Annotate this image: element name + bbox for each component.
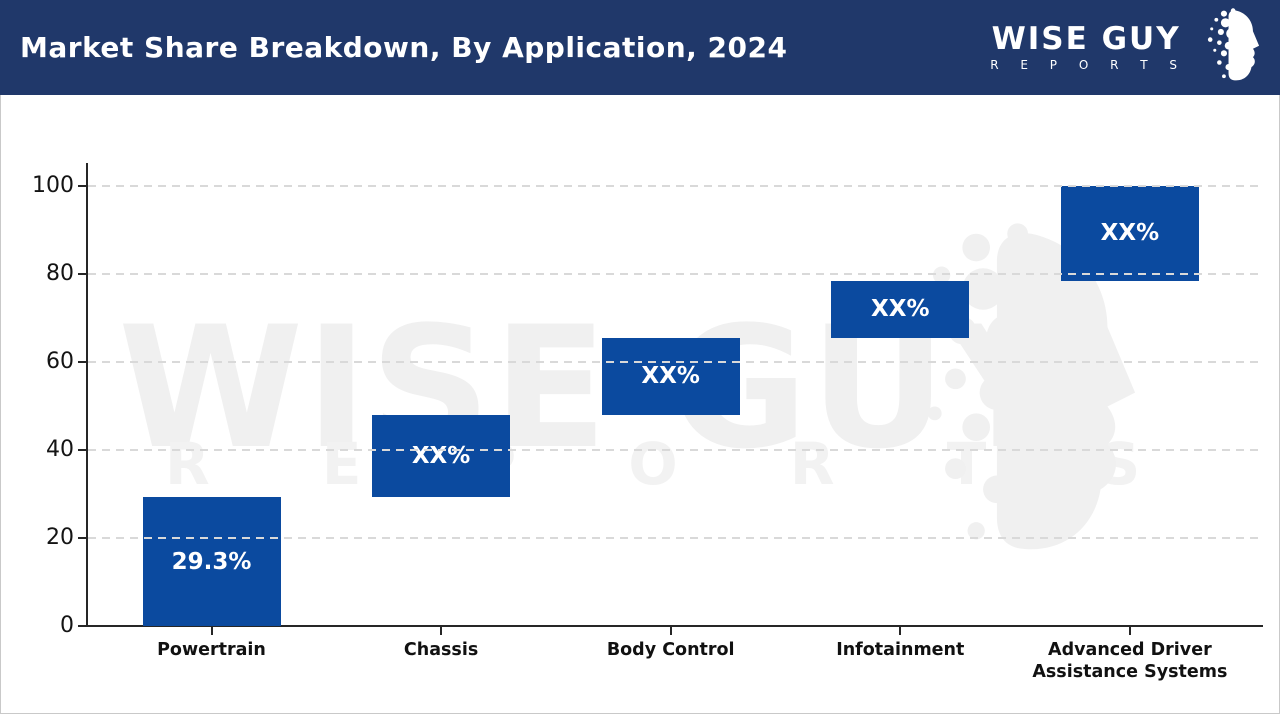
page-title: Market Share Breakdown, By Application, …	[20, 31, 788, 64]
logo-wordmark: WISE GUY	[991, 21, 1181, 58]
x-tick-mark	[899, 627, 902, 635]
header-bar: Market Share Breakdown, By Application, …	[0, 0, 1280, 95]
bar-chassis: XX%	[372, 414, 511, 498]
logo-head-icon	[1207, 7, 1260, 80]
logo-reports-label: R E P O R T S	[990, 57, 1186, 72]
x-tick-mark	[1128, 627, 1131, 635]
gridline-60	[88, 361, 1258, 363]
bar-infotainment: XX%	[831, 280, 970, 338]
x-tick-mark	[210, 627, 213, 635]
bar-powertrain: 29.3%	[142, 497, 281, 626]
gridline-80	[88, 273, 1258, 275]
y-tick-label-80: 80	[46, 261, 74, 286]
gridline-40	[88, 449, 1258, 451]
x-axis-line	[86, 625, 1263, 627]
y-tick-label-60: 60	[46, 349, 74, 374]
x-axis-label-body-control: Body Control	[606, 640, 735, 660]
y-tick-label-20: 20	[46, 525, 74, 550]
x-axis-label-infotainment: Infotainment	[836, 640, 965, 660]
y-tick-mark	[78, 185, 87, 187]
y-axis-line	[86, 163, 88, 627]
bar-value-label: XX%	[1100, 220, 1160, 247]
logo-wordmark-block: WISE GUY R E P O R T S	[986, 23, 1186, 72]
x-tick-mark	[440, 627, 443, 635]
y-tick-mark	[78, 625, 87, 627]
y-tick-label-100: 100	[32, 173, 74, 198]
bar-value-label: XX%	[641, 363, 700, 390]
y-tick-mark	[78, 537, 87, 539]
y-tick-mark	[78, 273, 87, 275]
bar-value-label: XX%	[411, 442, 471, 469]
x-axis-label-advanced-driver-assistance-systems: Advanced Driver Assistance Systems	[1032, 640, 1228, 682]
y-tick-mark	[78, 361, 87, 363]
gridline-20	[88, 537, 1258, 539]
wiseguy-logo: WISE GUY R E P O R T S	[990, 0, 1266, 95]
x-tick-mark	[669, 627, 672, 635]
y-tick-label-40: 40	[46, 437, 74, 462]
bar-value-label: 29.3%	[171, 548, 252, 575]
x-axis-label-powertrain: Powertrain	[157, 640, 266, 660]
bar-body-control: XX%	[601, 337, 740, 415]
y-tick-mark	[78, 449, 87, 451]
gridline-100	[88, 185, 1258, 187]
y-tick-label-0: 0	[60, 613, 74, 638]
bar-value-label: XX%	[871, 296, 930, 323]
x-axis-label-chassis: Chassis	[403, 640, 479, 660]
bar-advanced-driver-assistance-systems: XX%	[1060, 186, 1199, 281]
